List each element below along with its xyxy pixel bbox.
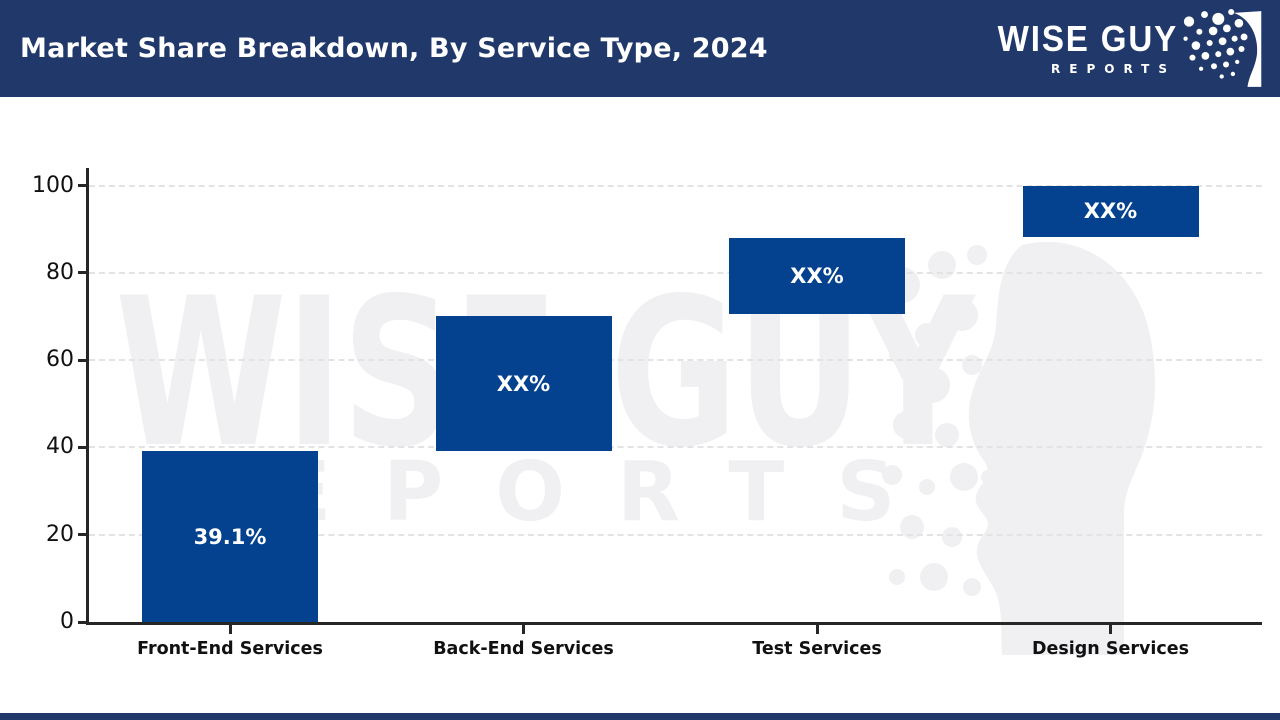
logo-wordmark: WISE GUY [997,18,1178,59]
chart-region: WISE GUY REPORTS [0,97,1280,713]
chart-title: Market Share Breakdown, By Service Type,… [20,33,768,64]
logo: WISE GUY REPORTS [982,6,1266,92]
watermark-face-icon [882,241,1155,655]
logo-subtext: REPORTS [1051,62,1176,76]
logo-face-icon [1183,8,1262,87]
logo-text: WISE GUY REPORTS [982,18,1178,77]
watermark-subtext: REPORTS [160,445,948,540]
header-bar: Market Share Breakdown, By Service Type,… [0,0,1280,97]
footer-bar [0,713,1280,720]
